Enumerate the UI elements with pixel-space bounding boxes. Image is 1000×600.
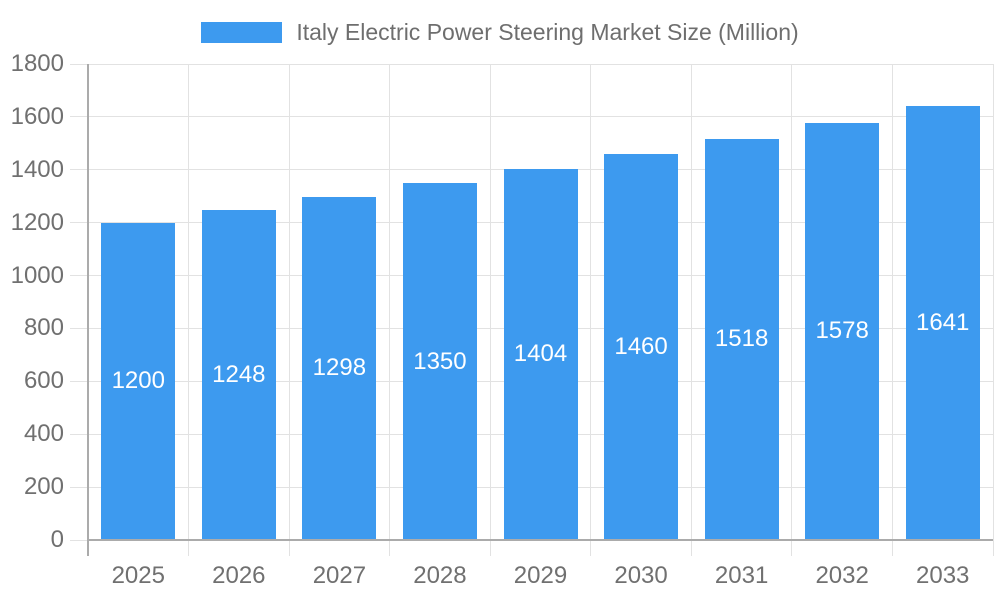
y-axis-tick [70,433,88,435]
y-axis-line [87,64,89,556]
gridline-horizontal [88,63,993,65]
bar[interactable]: 1641 [905,106,980,540]
bar[interactable]: 1460 [604,153,679,540]
gridline-vertical [891,64,893,556]
bar[interactable]: 1298 [302,196,377,540]
bar-value-label: 1518 [714,325,769,353]
gridline-vertical [288,64,290,556]
x-axis-tick-label: 2027 [312,562,367,589]
y-axis-tick-label: 1400 [10,155,64,183]
y-axis-tick-label: 600 [23,367,64,395]
bar[interactable]: 1200 [101,222,176,540]
legend-swatch [201,22,283,43]
gridline-vertical [690,64,692,556]
y-axis-tick [70,63,88,65]
x-axis-tick-label: 2030 [614,562,668,589]
bar[interactable]: 1578 [805,122,880,540]
y-axis-tick [70,116,88,118]
legend-label: Italy Electric Power Steering Market Siz… [296,19,799,45]
bar-value-label: 1248 [212,360,266,388]
y-axis-tick [70,222,88,224]
x-axis-tick-label: 2029 [513,562,568,589]
gridline-vertical [791,64,793,556]
y-axis-tick-label: 1200 [10,208,64,236]
x-axis-line [88,539,993,541]
y-axis-tick-label: 1600 [10,102,64,130]
bar-value-label: 1460 [614,332,668,360]
y-axis-tick [70,327,88,329]
gridline-vertical [992,64,994,556]
bar[interactable]: 1518 [704,138,779,540]
y-axis-tick [70,275,88,277]
legend: Italy Electric Power Steering Market Siz… [0,19,1000,46]
bar[interactable]: 1248 [201,209,276,540]
y-axis-tick-label: 800 [23,314,64,342]
bar-value-label: 1641 [916,309,970,336]
gridline-vertical [389,64,391,556]
y-axis-tick-label: 200 [23,473,64,501]
bar-value-label: 1404 [513,340,568,368]
y-axis-tick-label: 1800 [10,50,64,77]
x-axis-tick-label: 2032 [815,562,869,589]
x-axis-tick-label: 2031 [714,562,769,589]
y-axis-tick-label: 400 [23,420,64,448]
x-axis-tick-label: 2033 [916,562,970,589]
gridline-horizontal [88,116,993,118]
x-axis-tick-label: 2026 [212,562,266,589]
y-axis-tick [70,486,88,488]
gridline-vertical [188,64,190,556]
bar-value-label: 1200 [111,367,165,395]
y-axis-tick [70,169,88,171]
bar-value-label: 1578 [815,317,869,345]
bar-value-label: 1298 [312,354,367,382]
bar[interactable]: 1404 [503,168,578,540]
y-axis-tick-label: 1000 [10,261,64,289]
x-axis-tick-label: 2028 [413,562,467,589]
bar-value-label: 1350 [413,347,467,375]
gridline-vertical [489,64,491,556]
plot-area: 0 200 400 600 800 1000 1200 1400 1600 1800 1200 202… [11,51,994,589]
gridline-vertical [590,64,592,556]
y-axis-tick-label: 0 [50,526,64,553]
y-axis-tick [70,539,88,541]
x-axis-tick-label: 2025 [111,562,165,589]
y-axis-tick [70,380,88,382]
bar[interactable]: 1350 [402,183,477,540]
